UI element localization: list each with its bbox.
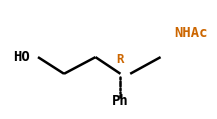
Text: R: R (117, 53, 124, 66)
Text: Ph: Ph (112, 94, 129, 108)
Text: HO: HO (13, 50, 30, 64)
Text: NHAc: NHAc (174, 26, 208, 40)
